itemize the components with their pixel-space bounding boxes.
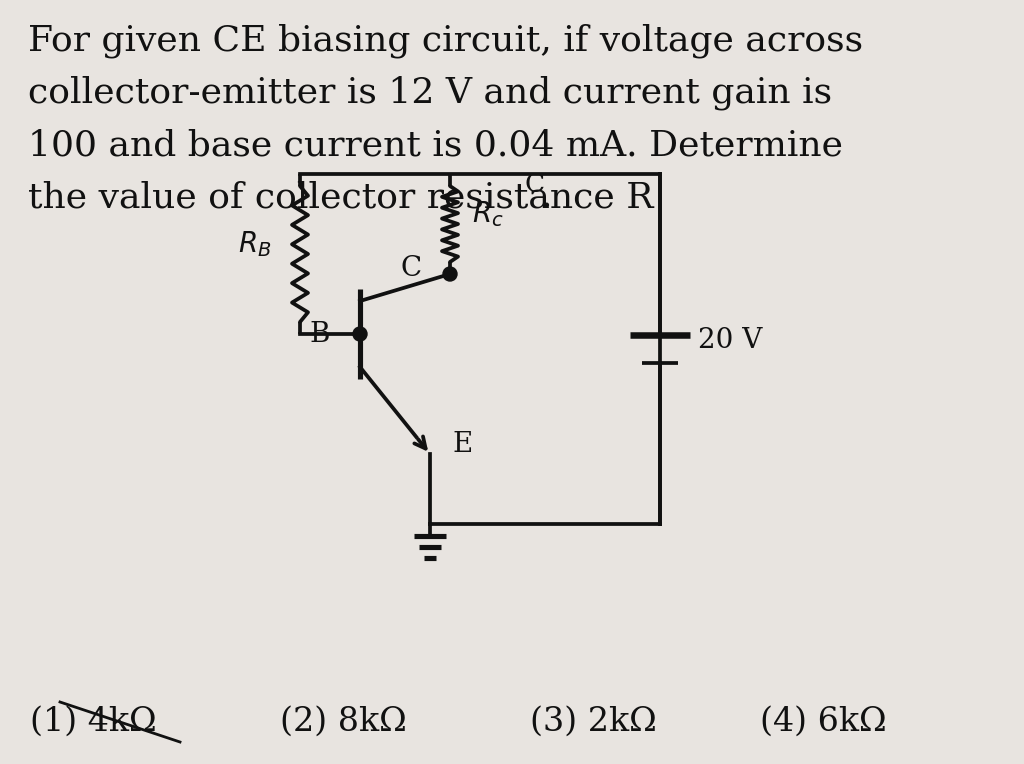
Text: .: . [541,180,553,214]
Text: $R_c$: $R_c$ [472,199,504,229]
Text: 20 V: 20 V [698,326,763,354]
Text: collector-emitter is 12 V and current gain is: collector-emitter is 12 V and current ga… [28,76,833,111]
Text: (4) 6kΩ: (4) 6kΩ [760,706,887,738]
Text: (1) 4kΩ: (1) 4kΩ [30,706,157,738]
Text: C: C [400,255,422,283]
Text: (3) 2kΩ: (3) 2kΩ [530,706,656,738]
Text: C: C [525,172,545,197]
Circle shape [353,327,367,341]
Text: (2) 8kΩ: (2) 8kΩ [280,706,407,738]
Text: $R_B$: $R_B$ [239,229,271,259]
Text: E: E [452,430,472,458]
Circle shape [443,267,457,281]
Text: 100 and base current is 0.04 mA. Determine: 100 and base current is 0.04 mA. Determi… [28,128,843,162]
Text: For given CE biasing circuit, if voltage across: For given CE biasing circuit, if voltage… [28,24,863,59]
Text: B: B [309,321,330,348]
Text: the value of collector resistance R: the value of collector resistance R [28,180,653,214]
